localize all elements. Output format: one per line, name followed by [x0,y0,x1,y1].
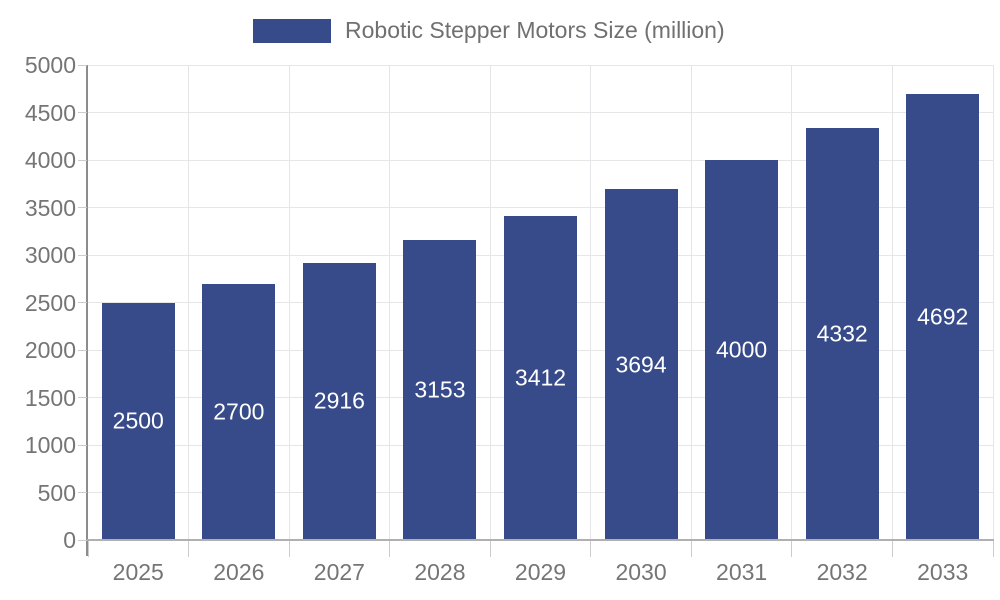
bar-value-label: 4692 [917,303,969,330]
gridline-v [791,65,793,540]
y-axis-tick [78,539,87,541]
x-axis-tick [288,541,290,557]
legend[interactable]: Robotic Stepper Motors Size (million) [253,17,725,44]
gridline-h [88,207,993,208]
legend-swatch [253,18,331,43]
bar-value-label: 4000 [716,336,768,363]
x-tick-label: 2026 [213,559,265,585]
bar: 2700 [202,283,276,540]
x-axis-tick [389,541,391,557]
gridline-v [992,65,994,540]
gridline-v [188,65,190,540]
x-axis-tick [891,541,893,557]
y-tick-label: 4500 [24,99,76,126]
x-tick-label: 2030 [615,559,667,585]
y-tick-label: 2500 [24,289,76,316]
x-axis-tick [188,541,190,557]
bar-value-label: 3153 [414,376,466,403]
x-axis-tick [489,541,491,557]
y-tick-label: 5000 [24,52,76,78]
gridline-v [891,65,893,540]
bar-value-label: 2916 [313,387,365,414]
gridline-v [288,65,290,540]
y-axis-tick [78,302,87,303]
y-axis-tick [78,112,87,113]
y-tick-label: 0 [63,527,76,553]
x-tick-label: 2025 [112,559,164,585]
y-tick-label: 3500 [24,194,76,221]
bar: 3412 [504,215,577,540]
bar: 2500 [101,302,175,540]
x-tick-label: 2029 [514,559,567,585]
x-tick-label: 2032 [816,559,868,585]
y-tick-label: 3000 [24,242,76,268]
x-tick-label: 2028 [414,559,466,585]
x-tick-label: 2033 [917,559,969,585]
gridline-h [88,64,993,66]
y-axis-tick [78,159,87,161]
x-axis-tick [791,541,793,557]
gridline-v [489,65,491,540]
x-axis-tick [590,541,592,557]
bar: 4000 [705,160,779,540]
bar: 3153 [403,240,477,540]
plot-area: 2500 2700 2916 3153 3412 3694 4000 4332 4692 [88,64,994,540]
bar-value-label: 3694 [615,351,667,378]
y-axis-line [86,65,88,556]
y-tick-label: 4000 [24,147,76,173]
bar: 3694 [604,189,678,540]
x-axis-tick [87,541,89,557]
y-axis-tick [78,349,87,351]
gridline-v [590,65,592,540]
y-axis-tick [78,207,87,208]
y-axis-tick [78,254,87,256]
y-axis-tick [78,397,87,398]
y-tick-label: 2000 [24,337,76,363]
gridline-h [88,159,993,161]
y-tick-label: 500 [37,479,76,506]
x-tick-label: 2031 [716,559,768,585]
y-tick-label: 1000 [24,432,76,458]
legend-label: Robotic Stepper Motors Size (million) [345,17,725,43]
x-axis-line [87,539,994,541]
y-axis-tick [78,444,87,446]
gridline-h [88,112,993,113]
bar: 2916 [302,262,376,540]
gridline-v [690,65,692,540]
bar: 4692 [906,94,980,540]
bar-value-label: 4332 [816,320,868,347]
bar-value-label: 2700 [213,398,265,425]
x-axis-tick [690,541,692,557]
y-tick-label: 1500 [24,384,76,411]
y-axis-tick [78,64,87,66]
gridline-v [389,65,391,540]
bar-value-label: 3412 [514,364,567,391]
x-axis-tick [992,541,994,557]
bar-value-label: 2500 [112,407,164,434]
bar: 4332 [805,128,879,540]
x-tick-label: 2027 [313,559,365,585]
y-axis-tick [78,492,87,493]
